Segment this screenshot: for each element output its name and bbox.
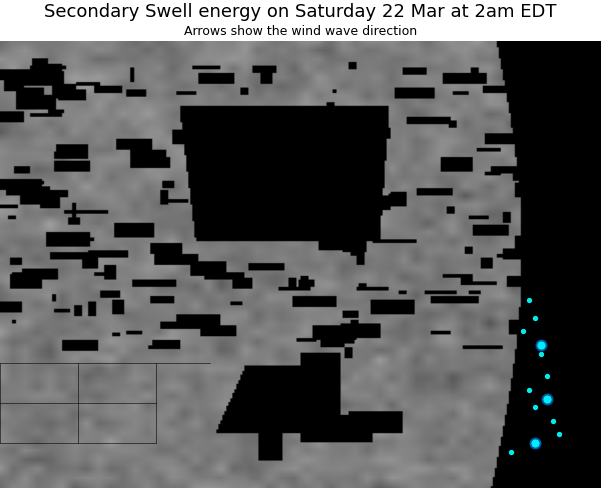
Point <box>554 430 564 438</box>
Text: Secondary Swell energy on Saturday 22 Mar at 2am EDT: Secondary Swell energy on Saturday 22 Ma… <box>44 2 557 20</box>
Point <box>542 395 552 403</box>
Point <box>536 341 546 349</box>
Point <box>530 314 540 322</box>
Point <box>536 350 546 358</box>
Point <box>542 395 552 403</box>
Point <box>530 439 540 447</box>
Point <box>530 439 540 447</box>
Point <box>548 417 558 425</box>
Point <box>530 404 540 411</box>
Point <box>524 297 534 305</box>
Point <box>542 372 552 380</box>
Point <box>524 386 534 394</box>
Point <box>536 341 546 349</box>
Point <box>506 448 516 456</box>
Point <box>518 328 528 336</box>
Text: Arrows show the wind wave direction: Arrows show the wind wave direction <box>184 24 417 38</box>
